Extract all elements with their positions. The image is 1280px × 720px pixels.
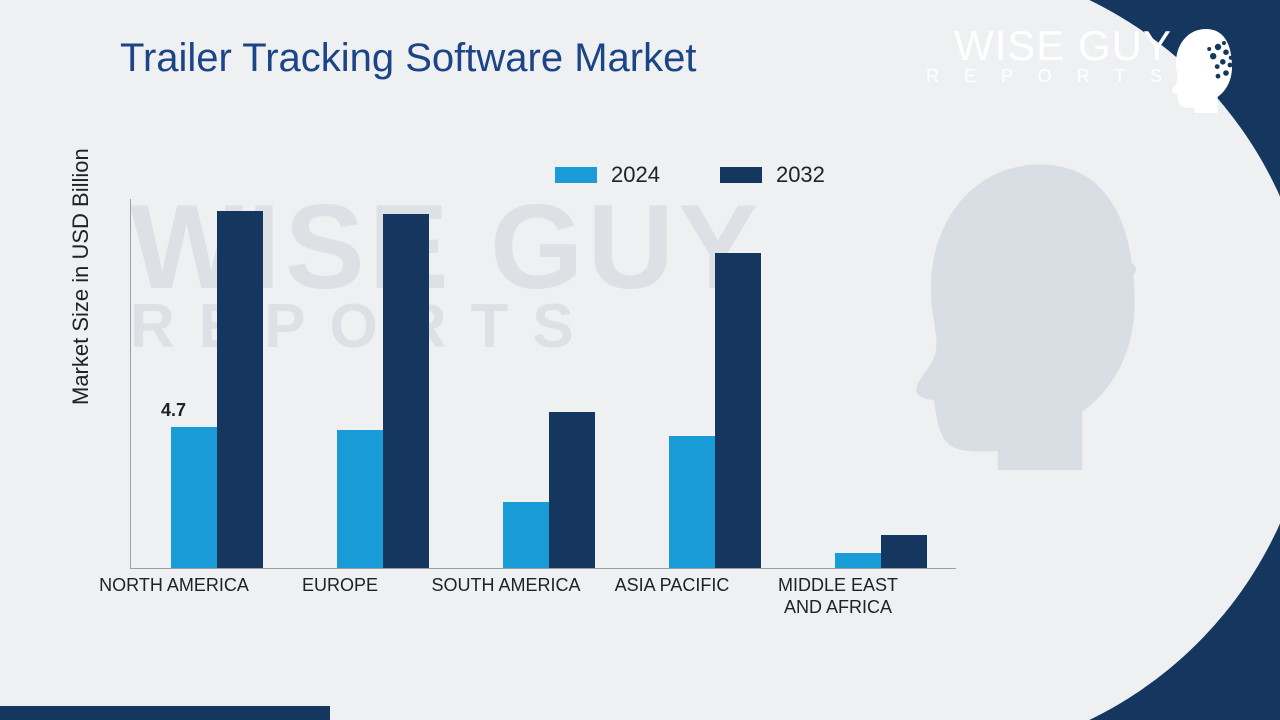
bar [503, 502, 549, 568]
bar-group [821, 535, 941, 568]
plot-area: 4.7 [130, 199, 956, 569]
legend-swatch-2032 [720, 167, 762, 183]
bar-group [489, 412, 609, 568]
canvas: Trailer Tracking Software Market WISE GU… [0, 0, 1280, 720]
category-label: MIDDLE EAST AND AFRICA [763, 575, 913, 618]
category-label: NORTH AMERICA [99, 575, 249, 597]
brand-head-icon [1166, 24, 1246, 114]
legend-swatch-2024 [555, 167, 597, 183]
bar [549, 412, 595, 568]
bar-group [323, 214, 443, 568]
y-axis-title: Market Size in USD Billion [68, 148, 94, 405]
bar [881, 535, 927, 568]
category-label: SOUTH AMERICA [431, 575, 581, 597]
legend: 2024 2032 [555, 162, 825, 188]
brand-sub-text: R E P O R T S [926, 66, 1172, 87]
legend-label-2024: 2024 [611, 162, 660, 188]
bar [171, 427, 217, 568]
legend-item-2024: 2024 [555, 162, 660, 188]
brand-block: WISE GUY R E P O R T S [926, 22, 1242, 87]
bar [337, 430, 383, 568]
bar-value-label: 4.7 [161, 400, 186, 421]
category-label: ASIA PACIFIC [597, 575, 747, 597]
bottom-accent-bar [0, 706, 330, 720]
chart-title: Trailer Tracking Software Market [120, 36, 696, 81]
legend-item-2032: 2032 [720, 162, 825, 188]
category-label: EUROPE [265, 575, 415, 597]
chart-area: Market Size in USD Billion 4.7 NORTH AME… [88, 155, 958, 655]
legend-label-2032: 2032 [776, 162, 825, 188]
bar [669, 436, 715, 568]
bar [217, 211, 263, 568]
bar-group [655, 253, 775, 568]
bar [715, 253, 761, 568]
bar [383, 214, 429, 568]
brand-main-text: WISE GUY [926, 22, 1172, 70]
bar-group [157, 211, 277, 568]
bar [835, 553, 881, 568]
